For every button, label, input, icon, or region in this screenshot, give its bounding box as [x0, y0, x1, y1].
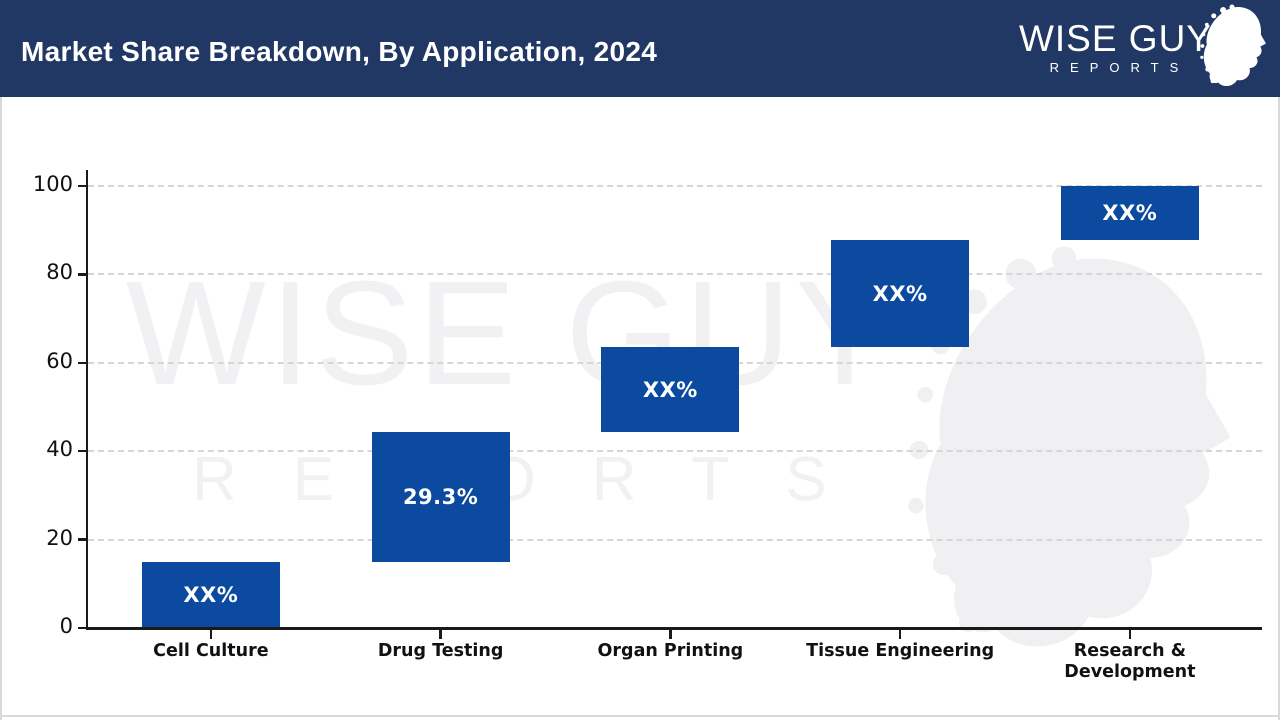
brand-name: WISE GUY	[1018, 17, 1212, 59]
brand-text: WISE GUY REPORTS	[1018, 17, 1212, 76]
header-bar: Market Share Breakdown, By Application, …	[0, 0, 1280, 97]
x-tick-label: Cell Culture	[153, 641, 269, 661]
y-tick-label: 60	[46, 348, 73, 373]
y-tick-label: 40	[46, 437, 73, 462]
gridline	[88, 273, 1262, 276]
y-tick	[78, 449, 87, 453]
bar: XX%	[141, 561, 280, 628]
left-border	[0, 97, 2, 720]
page-title: Market Share Breakdown, By Application, …	[21, 36, 658, 67]
y-tick	[78, 184, 87, 188]
gridline	[88, 185, 1262, 187]
x-tick-label: Organ Printing	[597, 641, 744, 661]
y-tick-label: 0	[59, 614, 73, 638]
y-tick-label: 100	[32, 172, 73, 196]
x-tick	[209, 630, 213, 639]
x-tick	[439, 630, 442, 639]
bottom-border	[0, 715, 1280, 717]
gridline	[88, 450, 1262, 453]
x-tick	[1128, 630, 1132, 639]
x-tick	[669, 630, 672, 639]
y-tick	[78, 626, 87, 630]
x-tick-label: Drug Testing	[377, 641, 504, 661]
x-tick-label: Research & Development	[1064, 641, 1196, 682]
y-tick-label: 20	[46, 525, 73, 550]
y-axis	[85, 170, 88, 630]
bar-label: XX%	[642, 377, 698, 402]
bar-label: XX%	[872, 281, 928, 306]
bar-label: 29.3%	[402, 484, 479, 509]
brand-face-icon	[1200, 4, 1266, 87]
x-axis	[85, 627, 1262, 630]
right-border	[1278, 97, 1280, 720]
y-tick	[78, 361, 87, 365]
gridline	[88, 538, 1262, 541]
brand-subtitle: REPORTS	[1049, 60, 1190, 76]
bar: XX%	[1060, 186, 1199, 240]
x-tick	[898, 630, 902, 639]
x-tick-label: Tissue Engineering	[806, 641, 995, 661]
bar-label: XX%	[183, 582, 239, 607]
y-tick	[78, 538, 87, 541]
bar: 29.3%	[371, 432, 510, 562]
y-tick-label: 80	[46, 260, 73, 285]
bar-label: XX%	[1102, 200, 1158, 225]
brand-logo: WISE GUY REPORTS	[1019, 4, 1270, 90]
bar: XX%	[831, 239, 970, 348]
bar: XX%	[601, 347, 740, 433]
y-tick	[78, 273, 87, 276]
